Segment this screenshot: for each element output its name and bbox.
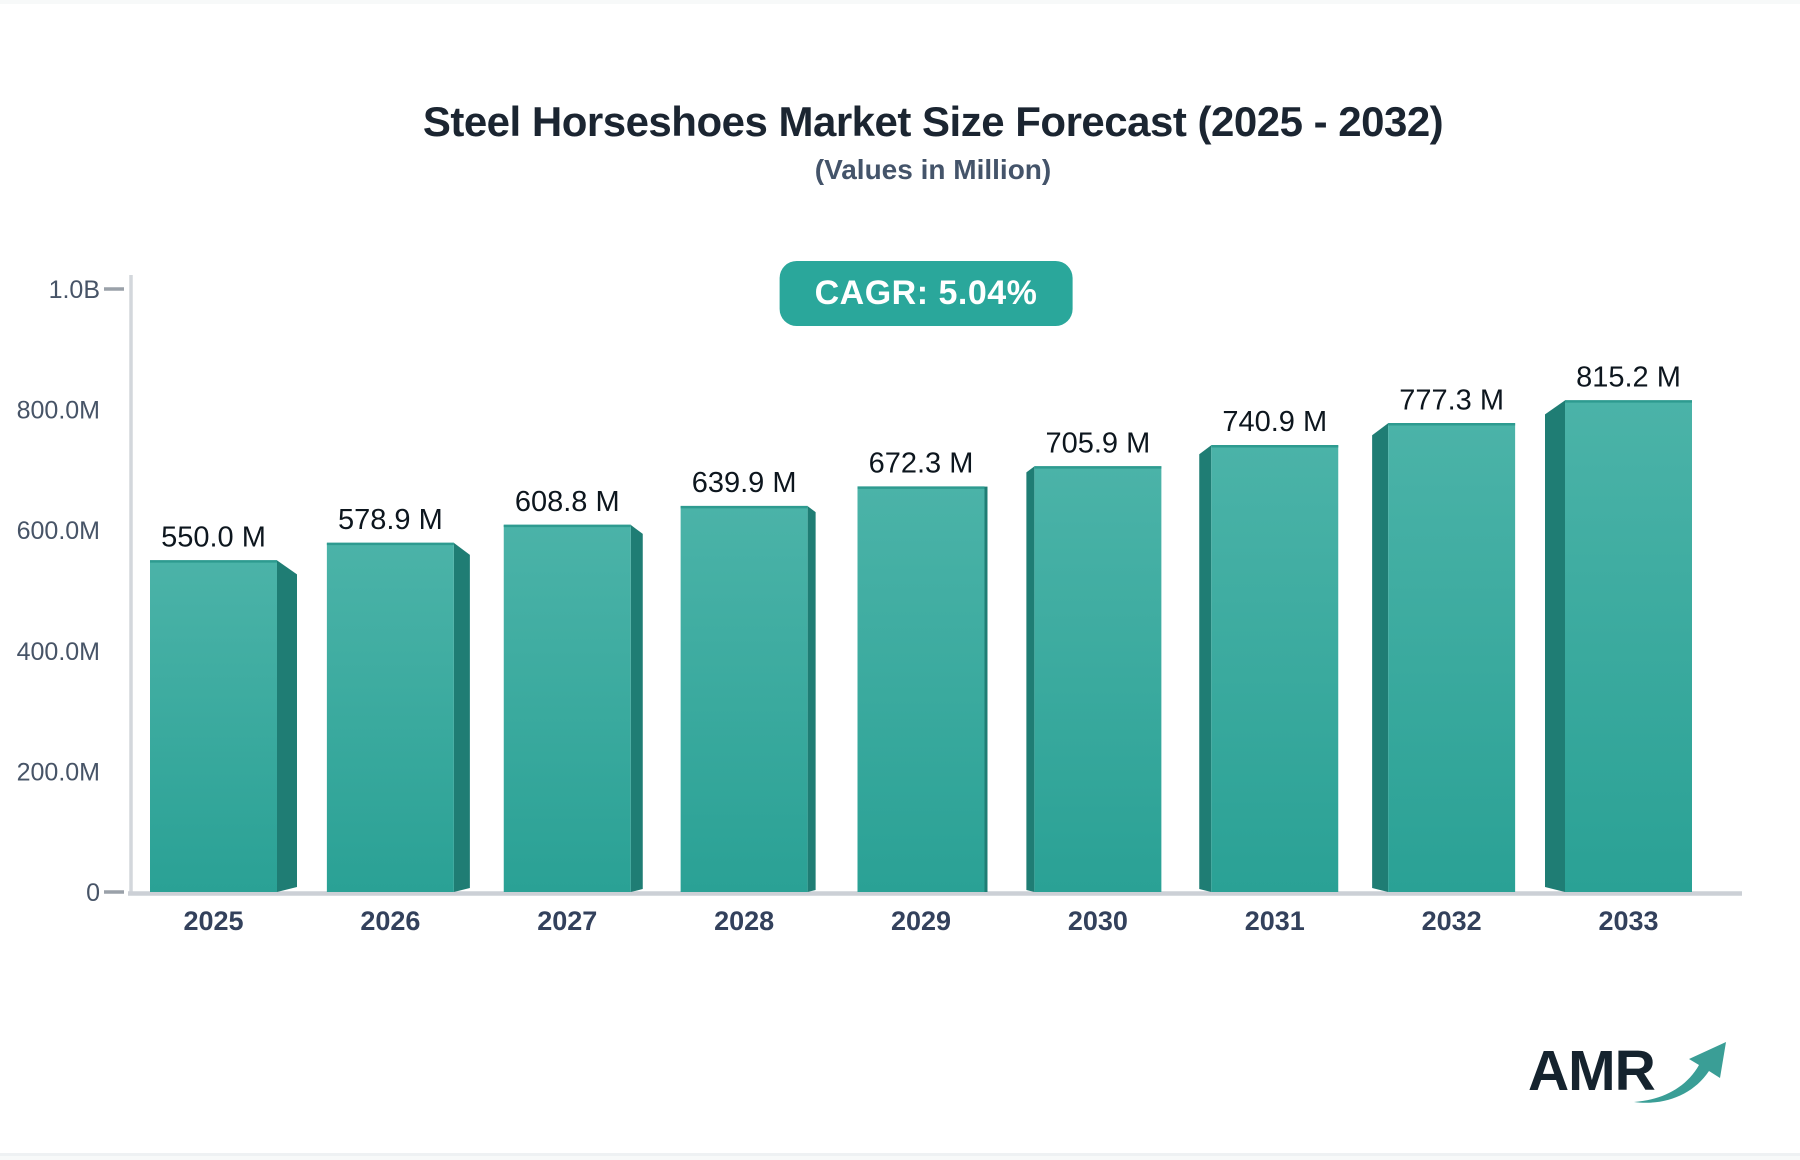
x-axis-category-label: 2031 — [1245, 906, 1305, 936]
bar-front-face — [326, 542, 454, 892]
y-axis-label: 800.0M — [17, 397, 100, 425]
bar-group-2033: 815.2 M 2033 — [1545, 361, 1692, 936]
y-axis-label: 1.0B — [49, 276, 100, 304]
bar-front-face — [857, 486, 985, 892]
x-axis-category-label: 2030 — [1068, 906, 1128, 936]
amr-logo-text: AMR — [1528, 1039, 1656, 1103]
bar-side-face — [1545, 400, 1565, 892]
bar-front-face — [1034, 466, 1162, 892]
y-axis-label: 400.0M — [17, 638, 100, 666]
x-axis-category-label: 2032 — [1422, 906, 1482, 936]
y-axis-label: 600.0M — [17, 517, 100, 545]
bar-group-2029: 672.3 M 2029 — [857, 448, 988, 936]
bar-group-2028: 639.9 M 2028 — [680, 467, 816, 936]
bar-side-face — [1199, 445, 1212, 892]
bar-side-face — [807, 506, 816, 892]
bar-side-face — [1026, 466, 1035, 892]
y-axis-label: 0 — [86, 879, 100, 907]
x-axis-category-label: 2027 — [537, 906, 597, 936]
bar-value-label: 639.9 M — [692, 467, 797, 499]
amr-logo: AMR — [1528, 1038, 1728, 1116]
bar-value-label: 550.0 M — [161, 521, 266, 553]
bar-value-label: 672.3 M — [869, 448, 974, 480]
bar-value-label: 608.8 M — [515, 486, 620, 518]
chart-title: Steel Horseshoes Market Size Forecast (2… — [422, 98, 1444, 145]
bar-group-2026: 578.9 M 2026 — [326, 504, 470, 936]
bar-value-label: 777.3 M — [1399, 384, 1504, 416]
bar-front-face — [150, 560, 277, 892]
bar-side-face — [453, 542, 470, 892]
x-axis-category-label: 2028 — [714, 906, 774, 936]
bar-front-face — [503, 524, 631, 892]
cagr-badge: CAGR: 5.04% — [779, 261, 1073, 326]
bar-front-face — [680, 506, 808, 892]
bar-front-face — [1565, 400, 1692, 892]
bar-value-label: 815.2 M — [1576, 361, 1681, 393]
x-axis-category-label: 2026 — [360, 906, 420, 936]
x-axis-category-label: 2025 — [183, 906, 243, 936]
y-axis-label: 200.0M — [17, 758, 100, 786]
bar-value-label: 705.9 M — [1045, 427, 1150, 459]
bar-group-2031: 740.9 M 2031 — [1199, 406, 1339, 936]
bar-value-label: 740.9 M — [1222, 406, 1327, 438]
bar-side-face — [630, 524, 643, 892]
bar-side-face — [983, 486, 988, 892]
bar-value-label: 578.9 M — [338, 504, 443, 536]
bar-group-2027: 608.8 M 2027 — [503, 486, 643, 936]
chart-subtitle: (Values in Million) — [814, 154, 1052, 185]
bar-front-face — [1388, 423, 1516, 892]
bar-group-2025: 550.0 M 2025 — [150, 521, 297, 936]
bar-front-face — [1211, 445, 1339, 892]
bar-group-2030: 705.9 M 2030 — [1026, 427, 1162, 936]
bar-group-2032: 777.3 M 2032 — [1372, 384, 1516, 936]
bar-side-face — [1372, 423, 1389, 892]
bar-side-face — [277, 560, 297, 892]
bar-chart: 1.0B 800.0M 600.0M 400.0M 200.0M 0 550.0 M 2025… — [17, 275, 1742, 936]
x-axis-category-label: 2033 — [1598, 906, 1658, 936]
x-axis-category-label: 2029 — [891, 906, 951, 936]
growth-arrow-icon — [1634, 1042, 1726, 1103]
